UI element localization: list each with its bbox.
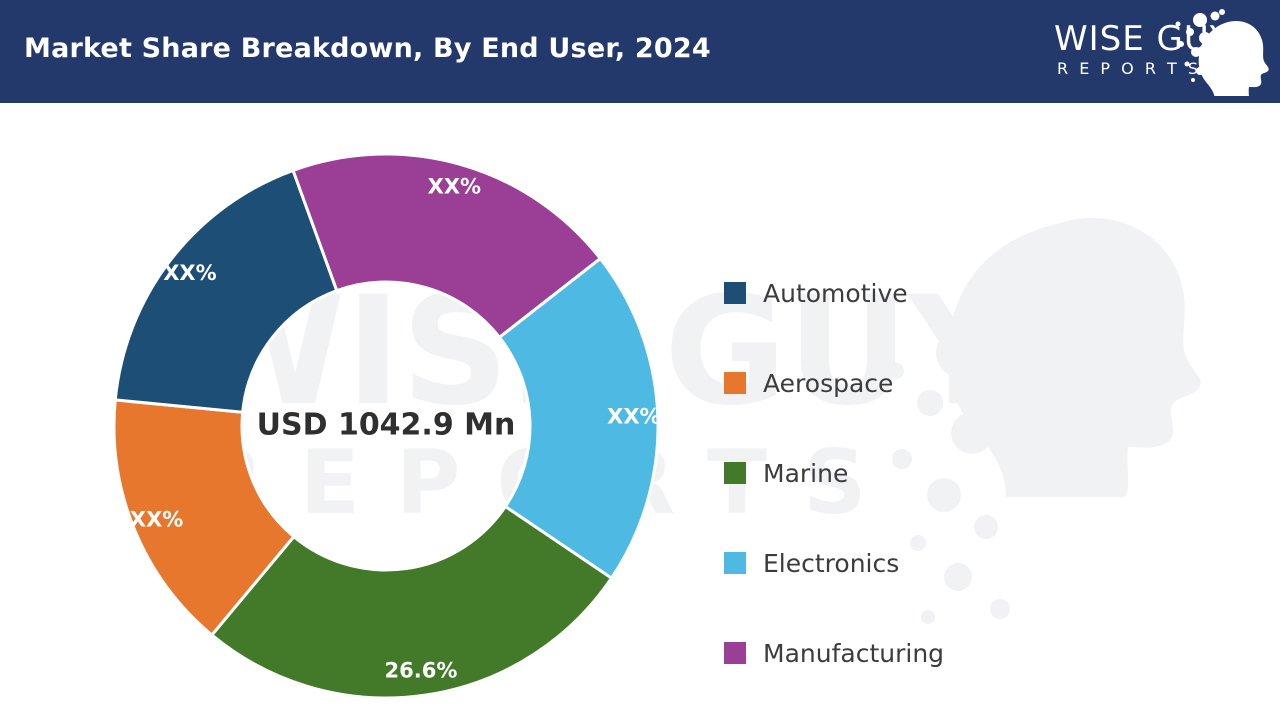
donut-slice-aerospace[interactable] xyxy=(112,398,296,638)
legend-swatch-icon xyxy=(724,552,746,574)
legend-swatch-icon xyxy=(724,462,746,484)
legend-label: Electronics xyxy=(763,548,900,578)
donut-slice-manufacturing[interactable] xyxy=(291,152,603,340)
legend-label: Automotive xyxy=(763,278,908,308)
donut-chart: XX% XX% 26.6% XX% XX% USD 1042.9 Mn xyxy=(105,145,667,707)
legend-label: Manufacturing xyxy=(763,638,945,668)
slice-label-electronics: XX% xyxy=(607,404,660,428)
legend-item-electronics[interactable]: Electronics xyxy=(724,518,1054,608)
legend-item-automotive[interactable]: Automotive xyxy=(724,248,1054,338)
legend-swatch-icon xyxy=(724,642,746,664)
legend-swatch-icon xyxy=(724,372,746,394)
header-bar: Market Share Breakdown, By End User, 202… xyxy=(0,0,1280,103)
page-title: Market Share Breakdown, By End User, 202… xyxy=(24,33,711,64)
legend-item-aerospace[interactable]: Aerospace xyxy=(724,338,1054,428)
legend-item-marine[interactable]: Marine xyxy=(724,428,1054,518)
donut-center-value: USD 1042.9 Mn xyxy=(257,408,516,443)
legend-label: Marine xyxy=(763,458,849,488)
donut-slice-electronics[interactable] xyxy=(497,256,660,581)
slice-label-manufacturing: XX% xyxy=(428,175,481,199)
donut-slice-marine[interactable] xyxy=(209,504,614,700)
slice-label-marine: 26.6% xyxy=(385,659,458,683)
wise-guy-reports-logo: WISE GUY R E P O R T S xyxy=(1050,8,1272,96)
slice-label-automotive: XX% xyxy=(163,261,216,285)
legend-label: Aerospace xyxy=(763,368,894,398)
legend-swatch-icon xyxy=(724,282,746,304)
donut-slices xyxy=(112,152,660,700)
slice-label-aerospace: XX% xyxy=(130,507,183,531)
head-silhouette-icon xyxy=(1198,21,1269,96)
chart-legend: Automotive Aerospace Marine Electronics Manu… xyxy=(724,248,1054,698)
logo-dots xyxy=(1175,9,1225,82)
donut-slice-labels: XX% XX% 26.6% XX% XX% xyxy=(130,175,661,683)
logo-text-secondary: R E P O R T S xyxy=(1057,59,1201,78)
logo-text-primary: WISE GUY xyxy=(1054,19,1232,59)
legend-item-manufacturing[interactable]: Manufacturing xyxy=(724,608,1054,698)
donut-slice-automotive[interactable] xyxy=(113,168,339,414)
